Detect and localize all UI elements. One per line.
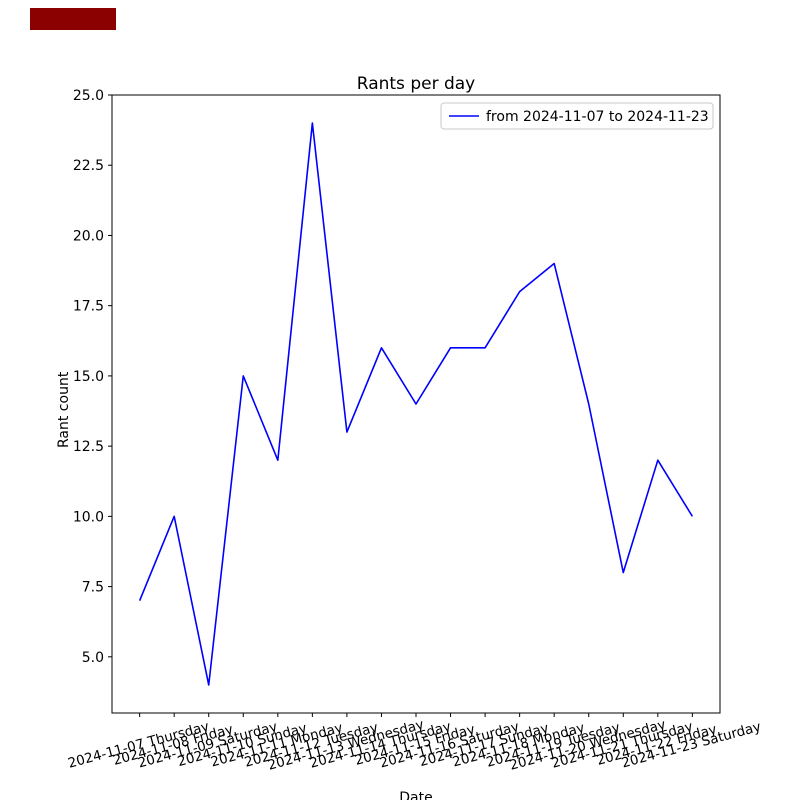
legend-box	[440, 102, 714, 130]
y-tick-label: 17.5	[73, 299, 104, 315]
x-axis-label: Date	[399, 790, 433, 800]
y-tick-label: 22.5	[73, 158, 104, 174]
y-tick-label: 12.5	[73, 439, 104, 455]
y-tick-label: 7.5	[82, 580, 104, 596]
red-banner	[30, 8, 116, 30]
chart-title: Rants per day	[356, 74, 476, 94]
y-tick-label: 15.0	[73, 369, 104, 385]
y-tick-label: 10.0	[73, 509, 104, 525]
data-line	[138, 122, 694, 686]
y-tick-label: 25.0	[73, 88, 104, 104]
y-tick-label: 20.0	[73, 228, 104, 244]
y-tick-label: 5.0	[82, 650, 104, 666]
legend-label: from 2024-11-07 to 2024-11-23	[486, 109, 709, 125]
